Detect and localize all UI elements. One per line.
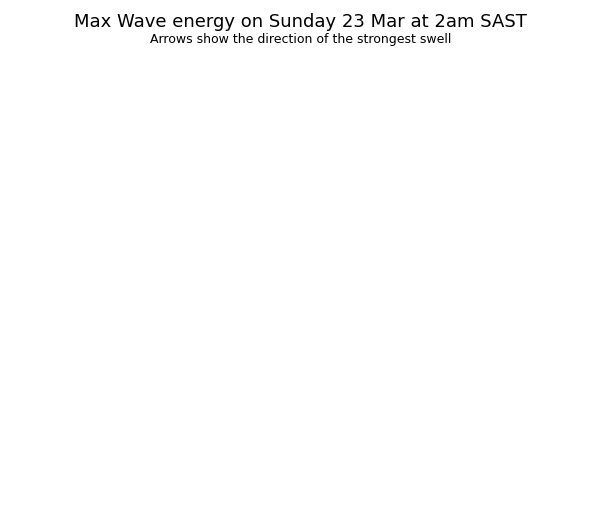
Text: Max Wave energy on Sunday 23 Mar at 2am SAST: Max Wave energy on Sunday 23 Mar at 2am … [74, 13, 527, 31]
Text: Arrows show the direction of the strongest swell: Arrows show the direction of the stronge… [150, 33, 451, 46]
